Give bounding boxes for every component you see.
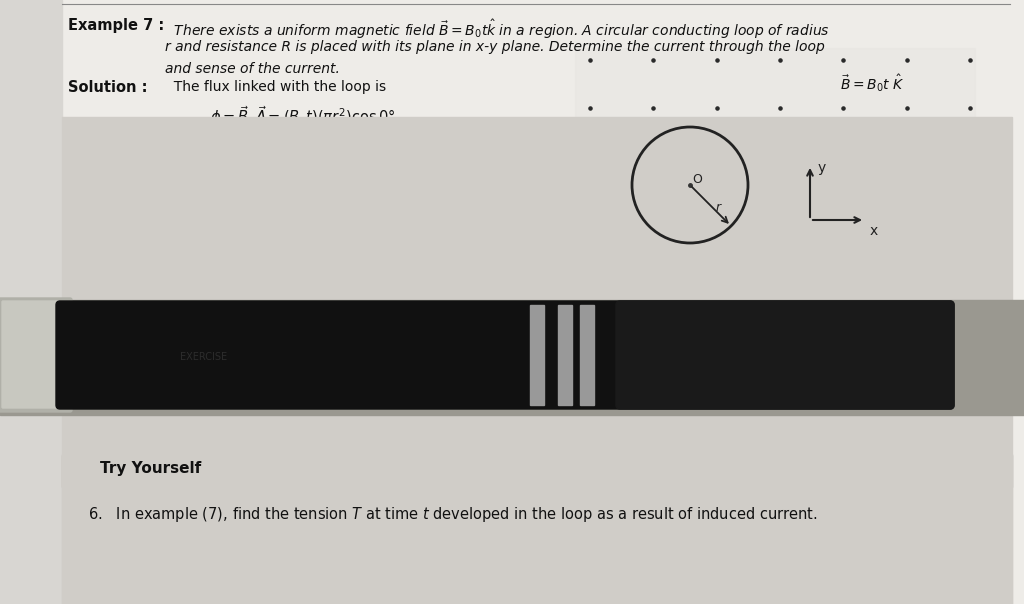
Text: $\varepsilon = \dfrac{-d\phi}{dt} = -B_0\pi r^2 \Rightarrow i = \dfrac{|\varepsi: $\varepsilon = \dfrac{-d\phi}{dt} = -B_0…: [172, 194, 426, 232]
Text: Solution :: Solution :: [68, 80, 147, 95]
Text: r and resistance R is placed with its plane in x-y plane. Determine the current : r and resistance R is placed with its pl…: [165, 40, 824, 54]
Bar: [62, 455, 1012, 487]
Text: $\cdot \quad \phi = B_0\pi r^2 t$: $\cdot \quad \phi = B_0\pi r^2 t$: [172, 130, 266, 152]
Text: $dt$: $dt$: [183, 166, 201, 182]
Bar: [62, 455, 1012, 487]
Text: $= B_0\pi r^2$: $= B_0\pi r^2$: [210, 161, 268, 182]
Text: $\phi = \vec{B}.\vec{A} = (B_0t)(\pi r^2)\cos 0°$: $\phi = \vec{B}.\vec{A} = (B_0t)(\pi r^2…: [210, 104, 395, 128]
Text: y: y: [818, 161, 826, 175]
FancyBboxPatch shape: [2, 301, 59, 408]
Text: Example 7 :: Example 7 :: [68, 18, 164, 33]
Text: 6.   In example (7), find the tension $T$ at time $t$ developed in the loop as a: 6. In example (7), find the tension $T$ …: [88, 505, 817, 524]
FancyBboxPatch shape: [56, 301, 954, 409]
Bar: [0, 300, 1024, 415]
Bar: [62, 454, 1012, 604]
Bar: [62, 454, 1012, 604]
Text: x: x: [870, 224, 879, 238]
FancyBboxPatch shape: [0, 298, 72, 412]
Text: There exists a uniform magnetic field $\vec{B} = B_0t\hat{k}$ in a region. A cir: There exists a uniform magnetic field $\…: [165, 18, 829, 41]
FancyBboxPatch shape: [616, 301, 954, 409]
Bar: [558, 305, 572, 405]
FancyBboxPatch shape: [159, 193, 561, 233]
Bar: [62, 117, 1012, 604]
Text: r: r: [716, 201, 721, 213]
Text: oppose the increase in magnetic field.: oppose the increase in magnetic field.: [68, 264, 334, 278]
Text: By Lenz's law, $i$ should be clockwise (as seen by an observer standing on z-axi: By Lenz's law, $i$ should be clockwise (…: [68, 244, 722, 262]
Text: $\vec{B} = B_0t\ \hat{K}$: $\vec{B} = B_0t\ \hat{K}$: [840, 72, 904, 94]
Bar: [575, 48, 975, 318]
Text: and sense of the current.: and sense of the current.: [165, 62, 340, 76]
Text: O: O: [692, 173, 701, 186]
Bar: [0, 0, 62, 604]
Bar: [580, 305, 594, 405]
Text: EXERCISE: EXERCISE: [180, 352, 227, 362]
Text: $d\phi$: $d\phi$: [182, 154, 203, 173]
Bar: [530, 305, 544, 405]
Text: The flux linked with the loop is: The flux linked with the loop is: [165, 80, 386, 94]
Text: Try Yourself: Try Yourself: [100, 461, 202, 476]
